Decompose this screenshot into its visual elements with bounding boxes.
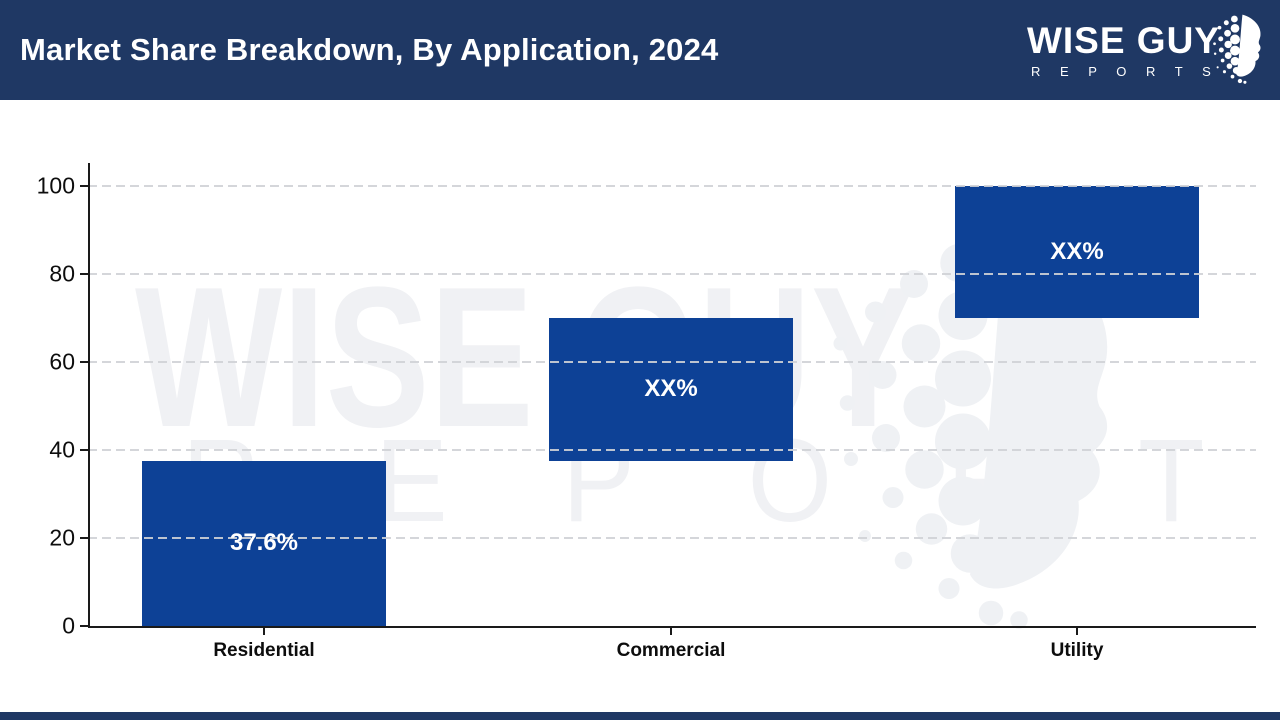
brand-subtitle: R E P O R T S xyxy=(1030,63,1219,79)
brand-logo: WISE GUY R E P O R T S xyxy=(1027,12,1266,88)
y-axis-spine xyxy=(88,163,90,628)
y-tick-label: 20 xyxy=(49,524,75,551)
gridline xyxy=(88,361,1256,363)
x-tick-label: Utility xyxy=(1050,640,1104,661)
chart-area: WISE GUY R E P O R T S 02040608010037.6%… xyxy=(0,100,1280,712)
y-tick-label: 0 xyxy=(62,612,75,639)
page-title: Market Share Breakdown, By Application, … xyxy=(20,32,719,67)
y-tick-label: 40 xyxy=(49,436,75,463)
brand-name: WISE GUY xyxy=(1026,19,1220,61)
y-tick-label: 100 xyxy=(36,172,75,199)
gridline xyxy=(88,537,1256,539)
y-tick-mark xyxy=(80,537,88,539)
x-tick-mark xyxy=(263,628,265,635)
bar-commercial xyxy=(549,318,793,461)
y-tick-label: 80 xyxy=(49,260,75,287)
watermark-text: WISE GUY xyxy=(135,246,916,469)
gridline xyxy=(88,449,1256,451)
y-tick-mark xyxy=(80,185,88,187)
brand-text: WISE GUY R E P O R T S xyxy=(1027,22,1220,79)
bar-residential xyxy=(142,460,386,626)
bar-value-label: 37.6% xyxy=(229,529,299,557)
x-tick-label: Commercial xyxy=(616,640,726,661)
gridline xyxy=(88,185,1256,187)
y-tick-mark xyxy=(80,273,88,275)
bar-value-label: XX% xyxy=(1050,238,1104,265)
y-tick-mark xyxy=(80,449,88,451)
x-tick-label: Residential xyxy=(213,640,315,661)
y-tick-label: 60 xyxy=(49,348,75,375)
gridline xyxy=(88,273,1256,275)
bar-value-label: XX% xyxy=(644,375,698,403)
x-axis-spine xyxy=(88,626,1256,628)
footer-bar xyxy=(0,712,1280,720)
x-tick-mark xyxy=(1076,628,1078,635)
y-tick-mark xyxy=(80,361,88,363)
x-tick-mark xyxy=(670,628,672,635)
brand-face-icon xyxy=(1204,12,1266,88)
y-tick-mark xyxy=(80,625,88,627)
header: Market Share Breakdown, By Application, … xyxy=(0,0,1280,100)
